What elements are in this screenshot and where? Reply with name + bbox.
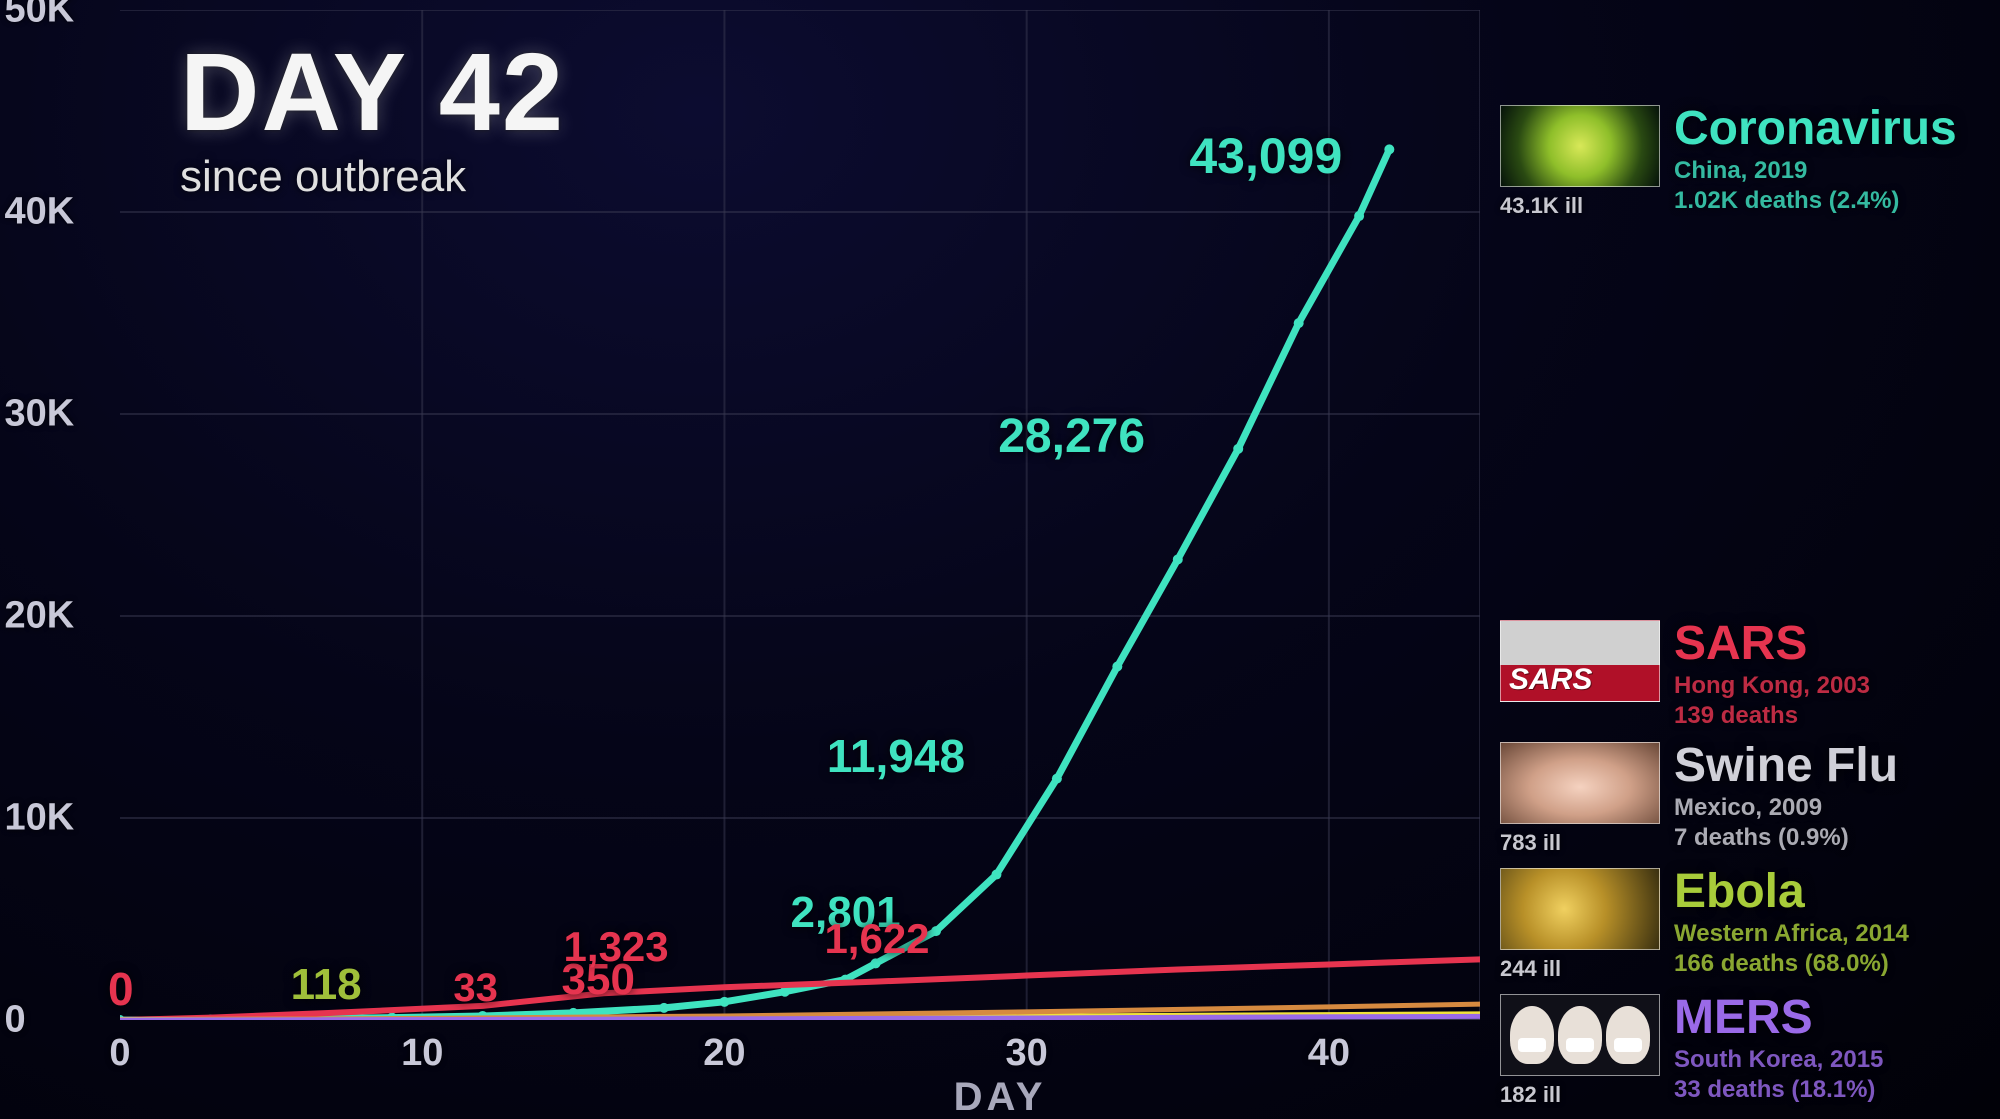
x-tick-label: 40 <box>1308 1032 1350 1075</box>
legend-thumb-sars <box>1500 620 1660 702</box>
legend-origin: Mexico, 2009 <box>1674 794 1898 822</box>
legend-thumb-corona <box>1500 105 1660 187</box>
x-tick-label: 20 <box>703 1032 745 1075</box>
x-axis-title: DAY <box>954 1075 1047 1119</box>
chart-stage: DAY 42 since outbreak DAY 43.1K ill Coron… <box>0 0 2000 1119</box>
y-tick-label: 30K <box>5 393 110 436</box>
legend-ill-count: 182 ill <box>1500 1082 1561 1108</box>
legend-origin: South Korea, 2015 <box>1674 1046 1883 1074</box>
legend-origin: Hong Kong, 2003 <box>1674 672 1870 700</box>
legend-deaths: 7 deaths (0.9%) <box>1674 824 1898 852</box>
legend-thumb-mers <box>1500 994 1660 1076</box>
legend-name: Ebola <box>1674 868 1909 916</box>
legend-name: Coronavirus <box>1674 105 1957 153</box>
data-point-label: 118 <box>291 960 362 1010</box>
y-tick-label: 10K <box>5 797 110 840</box>
legend-item-swine: 783 illSwine FluMexico, 20097 deaths (0.… <box>1500 742 1898 852</box>
legend-item-corona: 43.1K illCoronavirusChina, 20191.02K dea… <box>1500 105 1957 215</box>
title-main: DAY 42 <box>180 38 565 148</box>
data-point-label: 33 <box>453 966 498 1011</box>
legend-ill-count: 783 ill <box>1500 830 1561 856</box>
data-point-label: 11,948 <box>827 729 965 783</box>
y-tick-label: 0 <box>5 999 110 1042</box>
x-tick-label: 0 <box>109 1032 130 1075</box>
x-tick-label: 10 <box>401 1032 443 1075</box>
title-sub: since outbreak <box>180 152 565 202</box>
legend-item-sars: SARS Hong Kong, 2003139 deaths <box>1500 620 1870 730</box>
y-tick-label: 40K <box>5 191 110 234</box>
data-point-label: 1,323 <box>564 923 669 971</box>
legend-deaths: 166 deaths (68.0%) <box>1674 950 1909 978</box>
legend-name: MERS <box>1674 994 1883 1042</box>
legend-name: SARS <box>1674 620 1870 668</box>
legend-ill-count: 244 ill <box>1500 956 1561 982</box>
y-tick-label: 50K <box>5 0 110 32</box>
series-corona <box>120 149 1389 1020</box>
legend-item-mers: 182 illMERSSouth Korea, 201533 deaths (1… <box>1500 994 1883 1104</box>
data-point-label: 1,622 <box>824 915 929 963</box>
x-tick-label: 30 <box>1006 1032 1048 1075</box>
legend-origin: China, 2019 <box>1674 157 1957 185</box>
legend-thumb-swine <box>1500 742 1660 824</box>
legend-name: Swine Flu <box>1674 742 1898 790</box>
data-point-label: 28,276 <box>998 409 1145 464</box>
legend-thumb-ebola <box>1500 868 1660 950</box>
legend-deaths: 1.02K deaths (2.4%) <box>1674 187 1957 215</box>
legend-ill-count: 43.1K ill <box>1500 193 1583 219</box>
y-tick-label: 20K <box>5 595 110 638</box>
data-point-label: 0 <box>108 962 134 1016</box>
legend-item-ebola: 244 illEbolaWestern Africa, 2014166 deat… <box>1500 868 1909 978</box>
legend-deaths: 139 deaths <box>1674 702 1870 730</box>
legend-deaths: 33 deaths (18.1%) <box>1674 1076 1883 1104</box>
legend-origin: Western Africa, 2014 <box>1674 920 1909 948</box>
data-point-label: 43,099 <box>1189 127 1342 185</box>
title-block: DAY 42 since outbreak <box>180 38 565 202</box>
